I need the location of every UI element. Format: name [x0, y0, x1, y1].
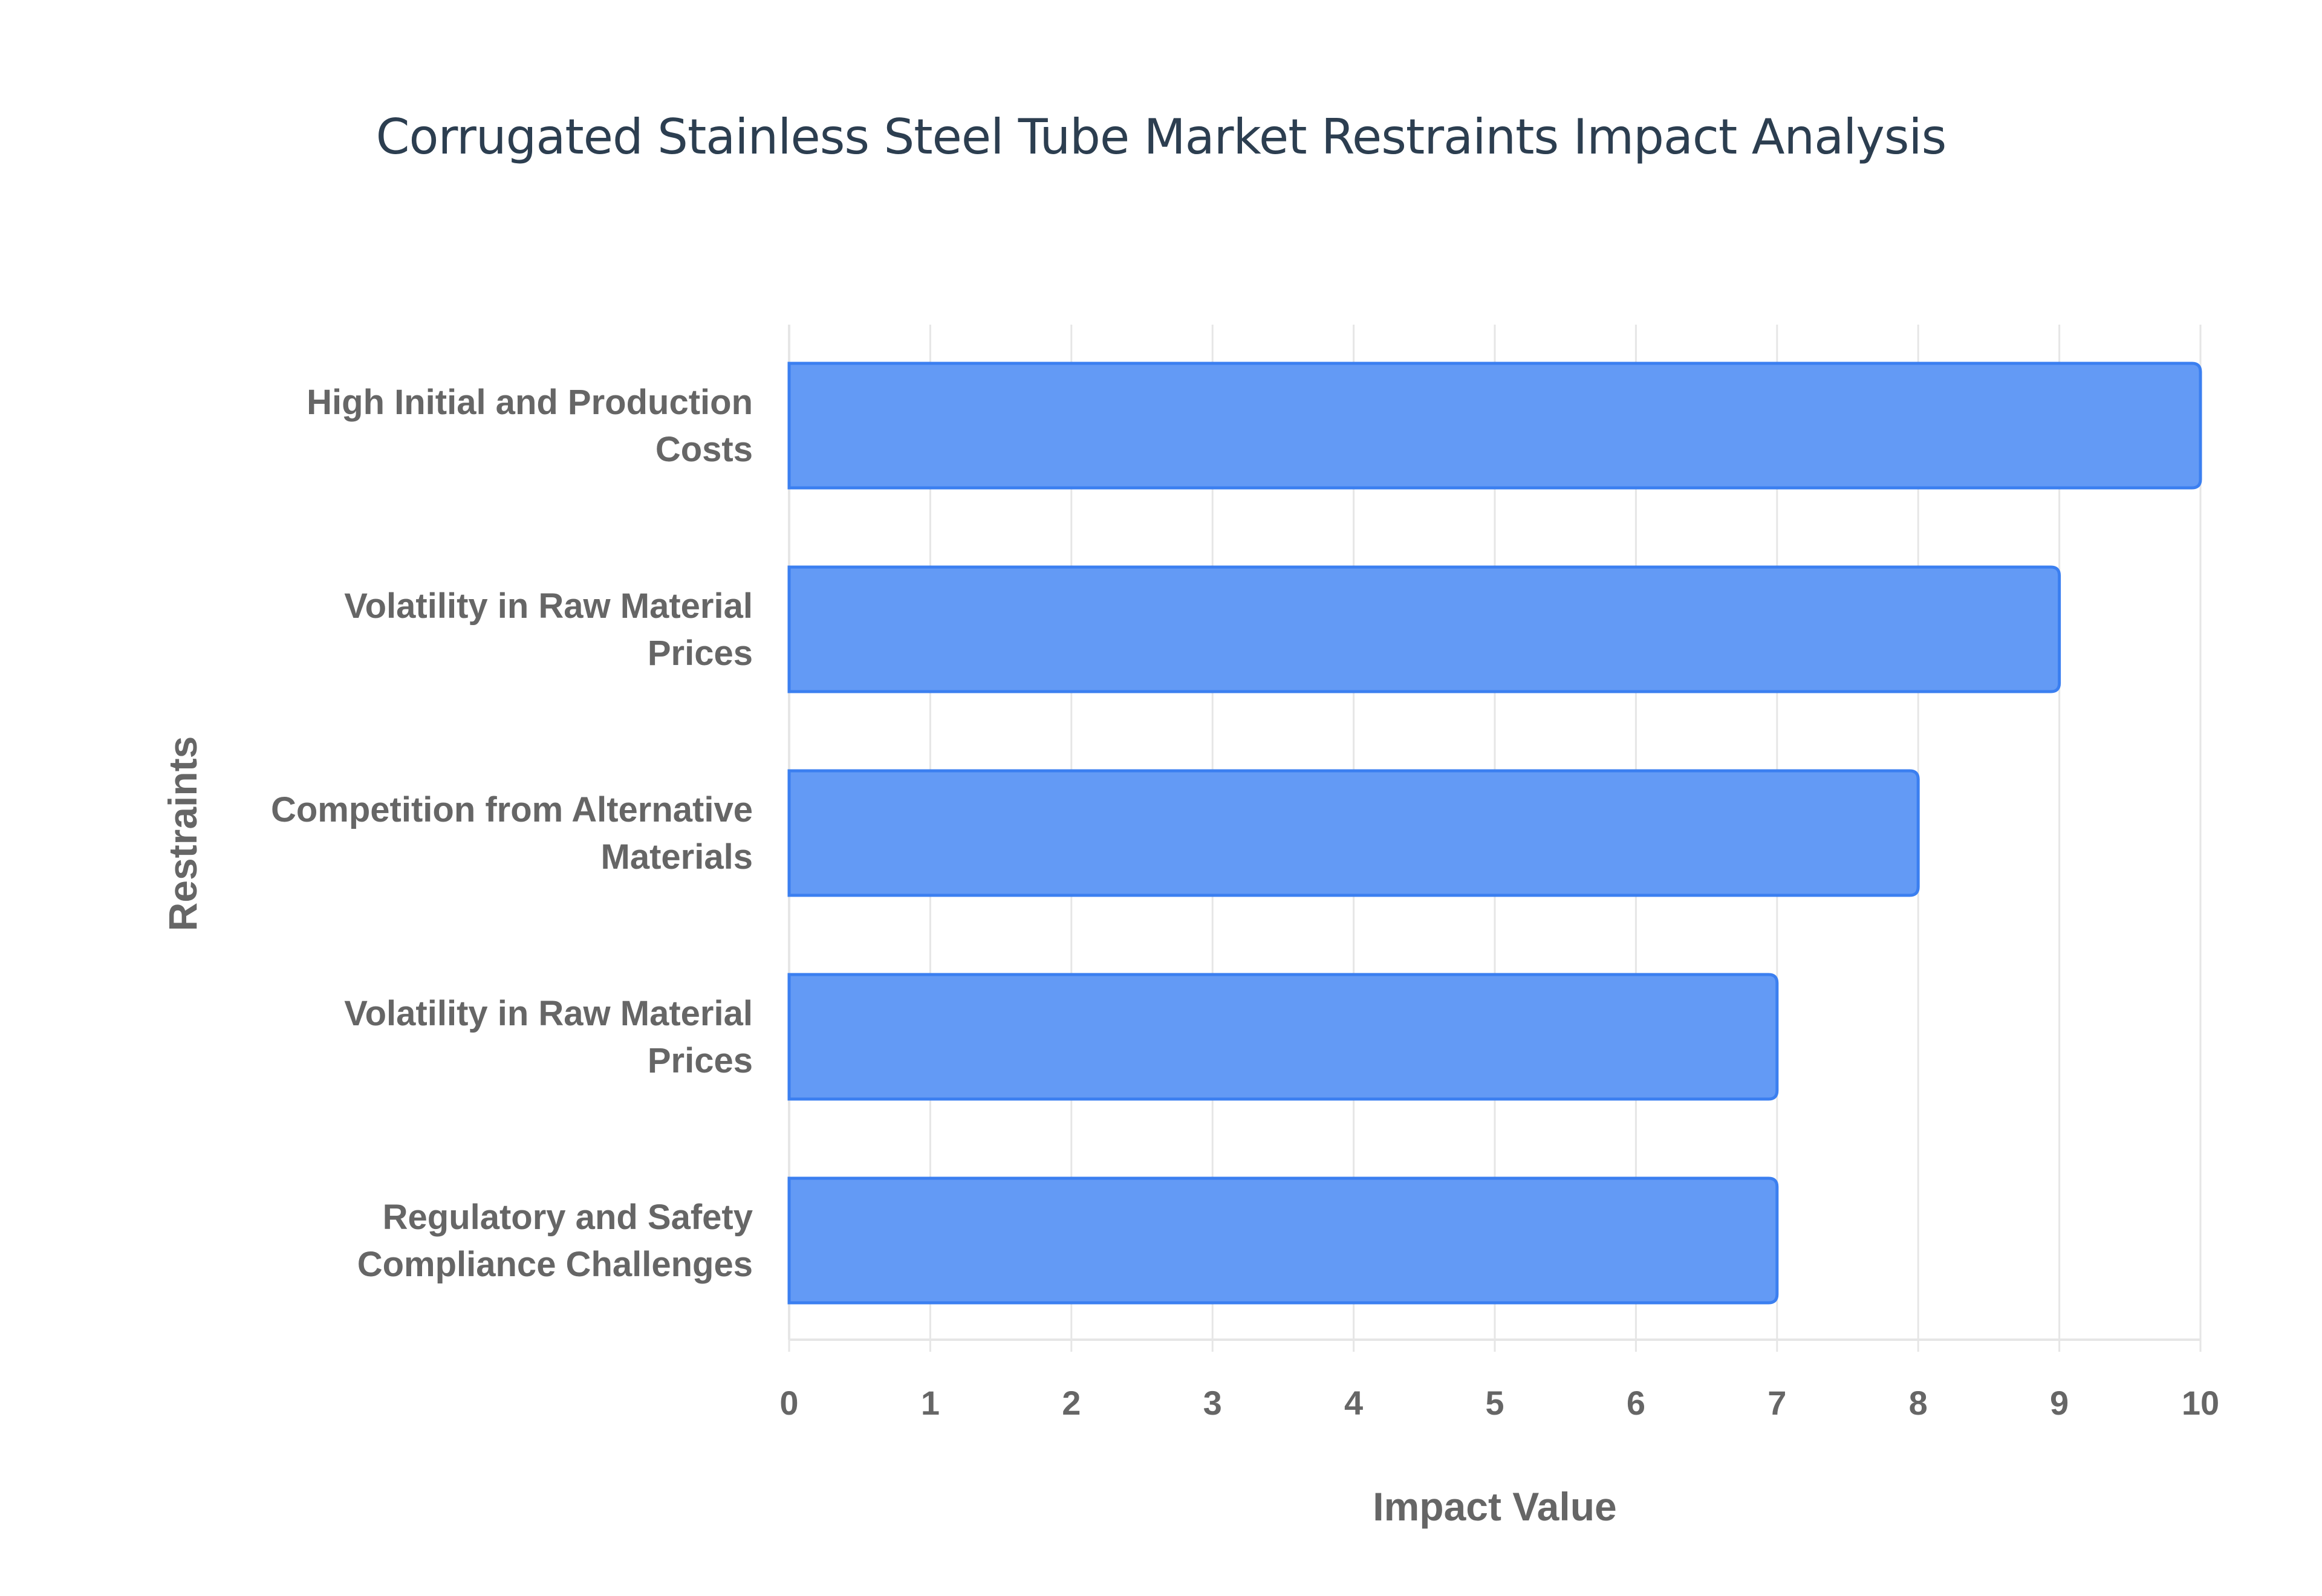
x-tick-label: 10 — [2182, 1384, 2219, 1422]
x-tick-label: 0 — [779, 1384, 798, 1422]
y-category-label: Materials — [601, 837, 753, 877]
x-tick-label: 4 — [1344, 1384, 1363, 1422]
y-category-label: Prices — [648, 1041, 753, 1080]
bar — [787, 769, 1920, 897]
x-tick-label: 3 — [1203, 1384, 1222, 1422]
y-category-label: Regulatory and Safety — [383, 1198, 753, 1237]
y-category-label: High Initial and Production — [307, 383, 753, 422]
bar — [787, 565, 2061, 693]
y-category-label: Costs — [655, 430, 753, 469]
x-tick-label: 7 — [1768, 1384, 1786, 1422]
x-tick-label: 5 — [1485, 1384, 1504, 1422]
bar — [787, 1176, 1779, 1305]
x-axis-title: Impact Value — [1373, 1484, 1617, 1529]
y-category-label: Prices — [648, 634, 753, 673]
bar — [787, 973, 1779, 1101]
x-tick-label: 6 — [1627, 1384, 1645, 1422]
y-category-label: Volatility in Raw Material — [344, 586, 753, 626]
x-tick-label: 9 — [2050, 1384, 2069, 1422]
chart-title: Corrugated Stainless Steel Tube Market R… — [376, 109, 1947, 165]
x-tick-label: 1 — [921, 1384, 940, 1422]
y-category-label: Volatility in Raw Material — [344, 994, 753, 1033]
x-tick-label: 2 — [1062, 1384, 1081, 1422]
bar — [787, 362, 2202, 490]
x-tick-label: 8 — [1909, 1384, 1928, 1422]
y-category-label: Competition from Alternative — [271, 790, 753, 829]
y-category-label: Compliance Challenges — [357, 1245, 753, 1284]
y-axis-title: Restraints — [160, 736, 205, 932]
